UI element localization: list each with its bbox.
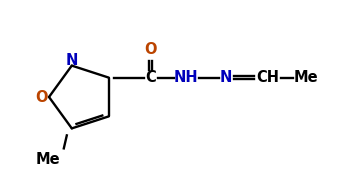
Text: Me: Me — [293, 70, 318, 85]
Text: C: C — [145, 70, 156, 85]
Text: NH: NH — [173, 70, 198, 85]
Text: Me: Me — [35, 152, 60, 167]
Text: O: O — [144, 42, 157, 57]
Text: O: O — [36, 89, 48, 104]
Text: CH: CH — [256, 70, 279, 85]
Text: N: N — [219, 70, 232, 85]
Text: N: N — [66, 53, 78, 68]
